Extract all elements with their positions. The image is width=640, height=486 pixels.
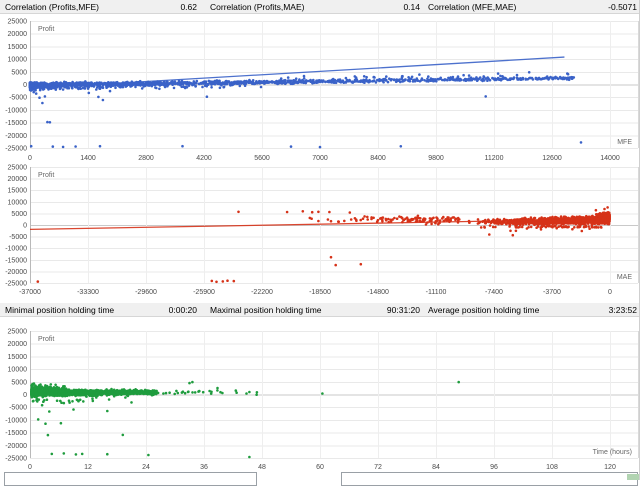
- svg-text:-5000: -5000: [9, 405, 27, 412]
- profit-axis-title: Profit: [38, 26, 54, 33]
- svg-text:11200: 11200: [485, 155, 504, 162]
- svg-text:25000: 25000: [8, 329, 28, 336]
- svg-text:5000: 5000: [11, 211, 27, 218]
- svg-text:12600: 12600: [542, 155, 562, 162]
- svg-text:25000: 25000: [8, 165, 28, 172]
- svg-text:14000: 14000: [600, 155, 620, 162]
- svg-text:9800: 9800: [428, 155, 444, 162]
- svg-text:20000: 20000: [8, 176, 28, 183]
- svg-text:5000: 5000: [11, 69, 27, 76]
- svg-text:15000: 15000: [8, 188, 28, 195]
- bottom-panel-right: [341, 472, 638, 486]
- chart-mfe: 25000 20000 15000 10000 5000 0 -5000 -10000 -150…: [5, 19, 638, 163]
- svg-text:-25000: -25000: [5, 146, 27, 153]
- bottom-panel-left: [4, 472, 257, 486]
- chart-mae: 25000 20000 15000 10000 5000 0 -5000 -10000 -150…: [5, 165, 638, 297]
- svg-text:60: 60: [316, 464, 324, 471]
- svg-text:20000: 20000: [8, 31, 28, 38]
- svg-text:0: 0: [23, 82, 27, 89]
- svg-text:-20000: -20000: [5, 443, 27, 450]
- svg-text:-20000: -20000: [5, 133, 27, 140]
- svg-text:-25000: -25000: [5, 456, 27, 463]
- chart-time-hours-: 25000 20000 15000 10000 5000 0 -5000 -10000 -150…: [5, 329, 638, 472]
- svg-text:-3700: -3700: [543, 289, 561, 296]
- scatter-points: [30, 381, 460, 459]
- x-axis-title: MFE: [617, 139, 632, 146]
- svg-text:-18500: -18500: [309, 289, 331, 296]
- svg-text:-15000: -15000: [5, 257, 27, 264]
- svg-text:-7400: -7400: [485, 289, 503, 296]
- svg-text:25000: 25000: [8, 19, 28, 26]
- svg-text:7000: 7000: [312, 155, 328, 162]
- svg-text:-20000: -20000: [5, 269, 27, 276]
- svg-text:-10000: -10000: [5, 246, 27, 253]
- profit-axis-title: Profit: [38, 336, 54, 343]
- svg-text:-11100: -11100: [426, 289, 447, 296]
- svg-text:-25000: -25000: [5, 281, 27, 288]
- x-axis-labels: 0 12 24 36 48 60 72 84 96 108 120: [28, 464, 616, 471]
- svg-text:-37000: -37000: [19, 289, 41, 296]
- svg-text:5000: 5000: [11, 379, 27, 386]
- svg-text:0: 0: [23, 392, 27, 399]
- svg-text:-15000: -15000: [5, 120, 27, 127]
- svg-text:20000: 20000: [8, 341, 28, 348]
- svg-text:10000: 10000: [8, 57, 28, 64]
- svg-text:-15000: -15000: [5, 430, 27, 437]
- svg-text:36: 36: [200, 464, 208, 471]
- svg-text:120: 120: [604, 464, 616, 471]
- svg-text:-33300: -33300: [77, 289, 99, 296]
- svg-text:10000: 10000: [8, 199, 28, 206]
- svg-text:-5000: -5000: [9, 234, 27, 241]
- svg-text:24: 24: [142, 464, 150, 471]
- svg-text:15000: 15000: [8, 354, 28, 361]
- svg-text:-22200: -22200: [251, 289, 273, 296]
- x-axis-labels: 0 1400 2800 4200 5600 7000 8400 9800 11200 12600 1…: [28, 155, 620, 162]
- y-axis-labels: 25000 20000 15000 10000 5000 0 -5000 -10000 -150…: [5, 165, 27, 288]
- x-axis-labels: -37000-33300-29600-25900-22200-18500-148…: [19, 289, 612, 296]
- y-axis-labels: 25000 20000 15000 10000 5000 0 -5000 -10000 -150…: [5, 19, 27, 153]
- profit-axis-title: Profit: [38, 172, 54, 179]
- svg-text:8400: 8400: [370, 155, 386, 162]
- svg-text:0: 0: [28, 464, 32, 471]
- svg-text:1400: 1400: [80, 155, 96, 162]
- svg-text:12: 12: [84, 464, 92, 471]
- svg-text:-29600: -29600: [135, 289, 157, 296]
- x-axis-title: Time (hours): [593, 449, 632, 456]
- svg-text:-14800: -14800: [367, 289, 389, 296]
- svg-text:84: 84: [432, 464, 440, 471]
- svg-text:0: 0: [23, 223, 27, 230]
- svg-text:-10000: -10000: [5, 417, 27, 424]
- svg-text:108: 108: [546, 464, 558, 471]
- bottom-green-sliver: [627, 474, 639, 480]
- svg-text:4200: 4200: [196, 155, 212, 162]
- svg-text:-10000: -10000: [5, 107, 27, 114]
- scatter-points: [29, 71, 583, 148]
- svg-text:-5000: -5000: [9, 95, 27, 102]
- x-axis-title: MAE: [617, 274, 633, 281]
- svg-text:15000: 15000: [8, 44, 28, 51]
- svg-text:2800: 2800: [138, 155, 154, 162]
- y-axis-labels: 25000 20000 15000 10000 5000 0 -5000 -10000 -150…: [5, 329, 27, 463]
- svg-text:72: 72: [374, 464, 382, 471]
- svg-text:96: 96: [490, 464, 498, 471]
- svg-text:0: 0: [28, 155, 32, 162]
- svg-text:10000: 10000: [8, 367, 28, 374]
- svg-text:-25900: -25900: [193, 289, 215, 296]
- svg-text:5600: 5600: [254, 155, 270, 162]
- svg-text:0: 0: [608, 289, 612, 296]
- svg-text:48: 48: [258, 464, 266, 471]
